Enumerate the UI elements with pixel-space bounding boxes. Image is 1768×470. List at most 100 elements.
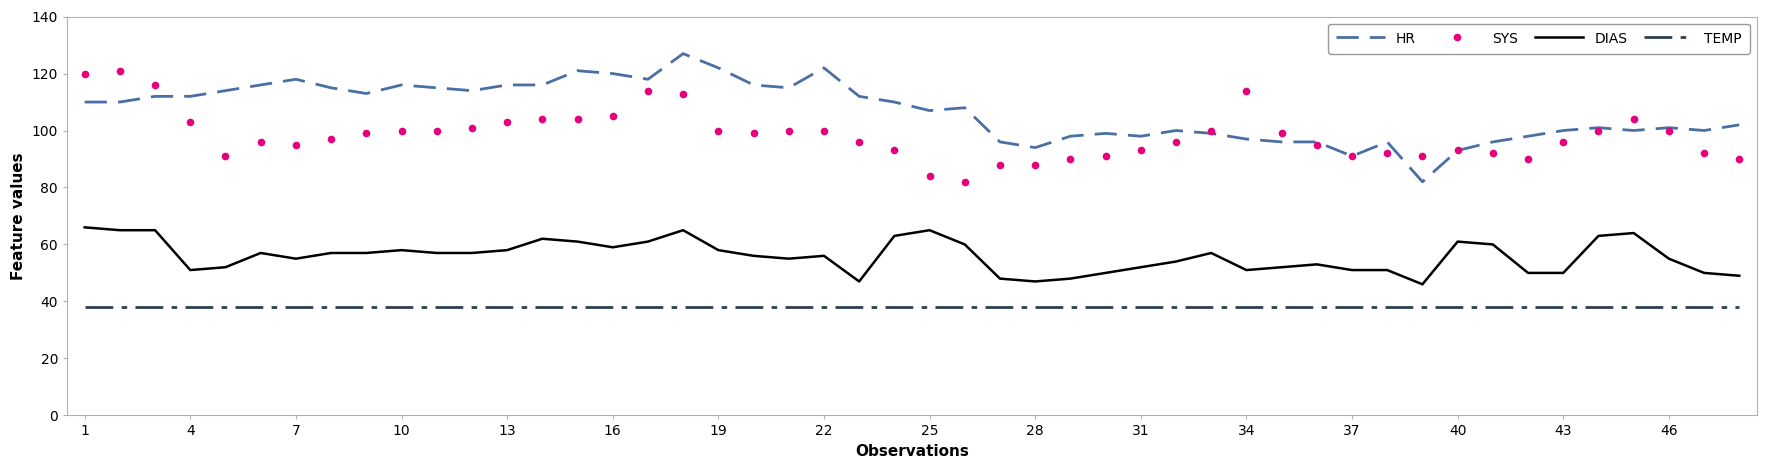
DIAS <box>1200 250 1222 256</box>
SYS <box>1342 153 1363 159</box>
HR <box>1588 125 1609 131</box>
HR <box>1059 133 1080 139</box>
HR <box>636 77 658 82</box>
HR <box>1552 128 1574 133</box>
SYS <box>1059 156 1080 162</box>
TEMP <box>1552 304 1574 310</box>
SYS <box>1025 162 1047 167</box>
SYS <box>249 139 271 145</box>
DIAS <box>1307 261 1328 267</box>
SYS <box>426 128 447 133</box>
HR <box>1307 139 1328 145</box>
SYS <box>568 116 589 122</box>
DIAS <box>532 236 553 242</box>
HR <box>778 85 799 91</box>
DIAS <box>1271 265 1292 270</box>
SYS <box>990 162 1011 167</box>
TEMP <box>1094 304 1116 310</box>
TEMP <box>1130 304 1151 310</box>
X-axis label: Observations: Observations <box>856 444 969 459</box>
HR <box>919 108 941 113</box>
TEMP <box>1658 304 1680 310</box>
SYS <box>778 128 799 133</box>
DIAS <box>285 256 306 261</box>
DIAS <box>1517 270 1538 276</box>
TEMP <box>778 304 799 310</box>
SYS <box>1446 148 1467 153</box>
HR <box>249 82 271 88</box>
SYS <box>1552 139 1574 145</box>
SYS <box>74 71 95 77</box>
DIAS <box>1588 233 1609 239</box>
HR <box>1165 128 1186 133</box>
SYS <box>603 113 624 119</box>
DIAS <box>1165 258 1186 264</box>
SYS <box>1094 153 1116 159</box>
SYS <box>216 153 237 159</box>
DIAS <box>1236 267 1257 273</box>
DIAS <box>1446 239 1467 244</box>
SYS <box>355 131 377 136</box>
TEMP <box>813 304 834 310</box>
HR <box>391 82 412 88</box>
TEMP <box>1482 304 1503 310</box>
HR <box>180 94 202 99</box>
HR <box>1271 139 1292 145</box>
TEMP <box>285 304 306 310</box>
HR <box>497 82 518 88</box>
HR <box>110 99 131 105</box>
Legend: HR, SYS, DIAS, TEMP: HR, SYS, DIAS, TEMP <box>1328 24 1750 54</box>
HR <box>990 139 1011 145</box>
TEMP <box>355 304 377 310</box>
DIAS <box>1623 230 1644 236</box>
DIAS <box>426 250 447 256</box>
DIAS <box>1130 265 1151 270</box>
SYS <box>1236 88 1257 94</box>
DIAS <box>707 247 728 253</box>
SYS <box>743 131 764 136</box>
HR <box>216 88 237 94</box>
HR <box>813 65 834 70</box>
TEMP <box>497 304 518 310</box>
DIAS <box>955 242 976 247</box>
DIAS <box>849 279 870 284</box>
DIAS <box>320 250 341 256</box>
HR <box>426 85 447 91</box>
HR <box>285 77 306 82</box>
SYS <box>1165 139 1186 145</box>
DIAS <box>461 250 483 256</box>
DIAS <box>1094 270 1116 276</box>
SYS <box>919 173 941 179</box>
TEMP <box>1307 304 1328 310</box>
TEMP <box>743 304 764 310</box>
DIAS <box>778 256 799 261</box>
DIAS <box>497 247 518 253</box>
TEMP <box>849 304 870 310</box>
DIAS <box>743 253 764 258</box>
HR <box>955 105 976 110</box>
SYS <box>145 82 166 88</box>
DIAS <box>355 250 377 256</box>
TEMP <box>391 304 412 310</box>
TEMP <box>1377 304 1398 310</box>
HR <box>1694 128 1715 133</box>
DIAS <box>145 227 166 233</box>
TEMP <box>1271 304 1292 310</box>
TEMP <box>707 304 728 310</box>
SYS <box>884 148 905 153</box>
HR <box>320 85 341 91</box>
DIAS <box>180 267 202 273</box>
TEMP <box>110 304 131 310</box>
TEMP <box>1165 304 1186 310</box>
DIAS <box>1658 256 1680 261</box>
SYS <box>1307 142 1328 148</box>
HR <box>849 94 870 99</box>
HR <box>568 68 589 73</box>
DIAS <box>1377 267 1398 273</box>
HR <box>1025 145 1047 150</box>
HR <box>1623 128 1644 133</box>
TEMP <box>1694 304 1715 310</box>
SYS <box>1694 150 1715 156</box>
DIAS <box>216 265 237 270</box>
DIAS <box>919 227 941 233</box>
